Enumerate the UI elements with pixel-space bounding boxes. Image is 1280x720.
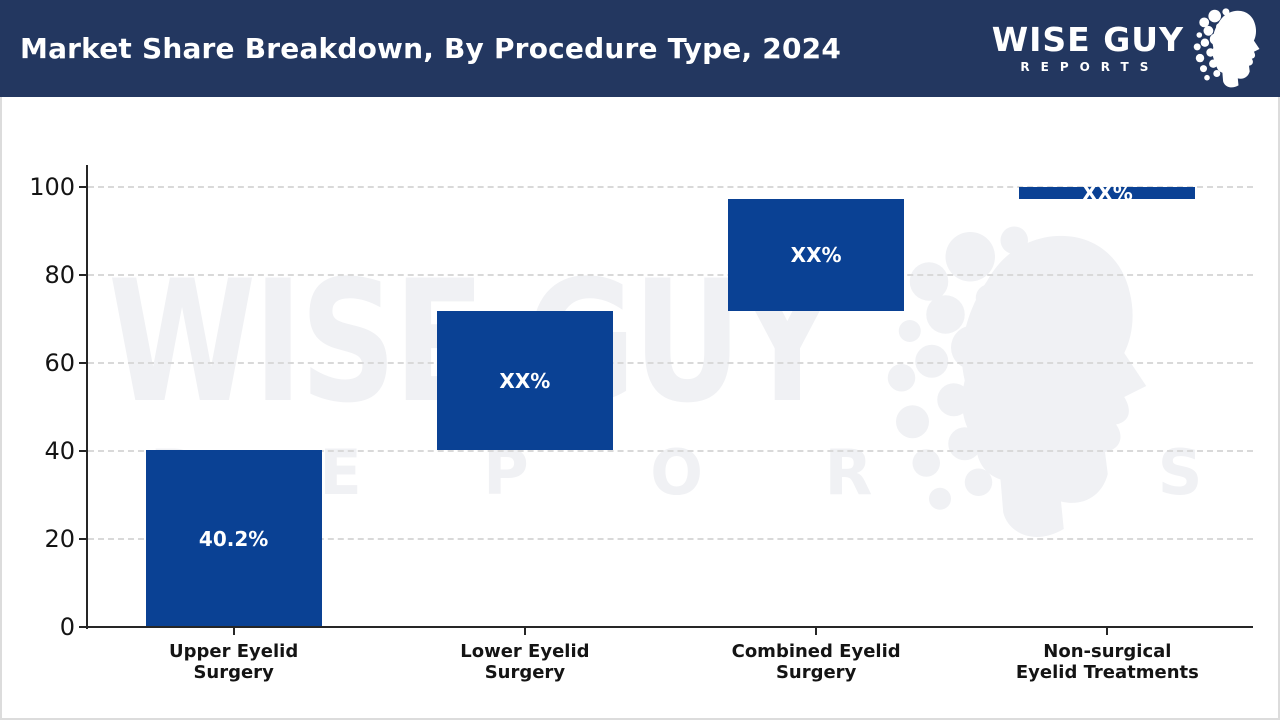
y-tick-label: 100 (29, 173, 75, 201)
logo-text-block: WISE GUY REPORTS (991, 20, 1184, 75)
x-category-line: Lower Eyelid (460, 641, 590, 662)
y-tick-label: 80 (44, 261, 75, 289)
bar-combined-eyelid-surgery: XX% (728, 199, 905, 312)
gridline (88, 362, 1253, 364)
bar-upper-eyelid-surgery: 40.2% (145, 450, 322, 627)
x-category-line: Surgery (484, 662, 566, 683)
x-category-line: Upper Eyelid (169, 641, 299, 662)
bar-lower-eyelid-surgery: XX% (436, 311, 613, 451)
x-category-label: Lower Eyelid Surgery (395, 641, 655, 683)
y-axis-tick (79, 186, 87, 188)
wise-guy-logo: WISE GUY REPORTS (992, 7, 1264, 91)
gridline (88, 450, 1253, 452)
logo-wordmark: WISE GUY (991, 20, 1184, 59)
x-category-line: Eyelid Treatments (1015, 662, 1199, 683)
y-axis-tick (79, 274, 87, 276)
x-category-line: Surgery (775, 662, 857, 683)
y-axis-tick (79, 362, 87, 364)
y-axis-tick (79, 538, 87, 540)
x-category-label: Non-surgical Eyelid Treatments (977, 641, 1237, 683)
gridline (88, 186, 1253, 188)
x-axis-tick (232, 628, 235, 635)
x-category-line: Non-surgical (1043, 641, 1172, 662)
x-category-label: Combined Eyelid Surgery (686, 641, 946, 683)
x-category-line: Surgery (193, 662, 274, 683)
y-tick-label: 0 (59, 613, 75, 641)
bar-non-surgical-eyelid-treatments: XX% (1019, 181, 1196, 205)
page-title: Market Share Breakdown, By Procedure Typ… (20, 32, 842, 65)
bar-value-label: XX% (499, 368, 551, 393)
x-category-line: Combined Eyelid (731, 641, 901, 662)
y-axis-tick (79, 450, 87, 452)
bar-value-label: 40.2% (198, 526, 269, 551)
x-category-label: Upper Eyelid Surgery (104, 641, 364, 683)
x-axis-tick (523, 628, 526, 635)
header-bar: Market Share Breakdown, By Procedure Typ… (0, 0, 1280, 97)
bar-value-label: XX% (790, 243, 842, 268)
bar-value-label: XX% (1081, 181, 1133, 206)
gridline (88, 538, 1253, 540)
wise-guy-head-icon (1193, 7, 1260, 87)
y-tick-label: 40 (44, 437, 75, 465)
y-tick-label: 60 (44, 349, 75, 377)
y-axis-line (86, 165, 89, 629)
x-axis-line (86, 626, 1253, 629)
y-tick-label: 20 (44, 525, 75, 553)
x-axis-tick (1106, 628, 1109, 635)
y-axis-tick (79, 626, 87, 628)
logo-reports-text: REPORTS (1020, 60, 1160, 74)
gridline (88, 274, 1253, 276)
x-axis-tick (815, 628, 818, 635)
